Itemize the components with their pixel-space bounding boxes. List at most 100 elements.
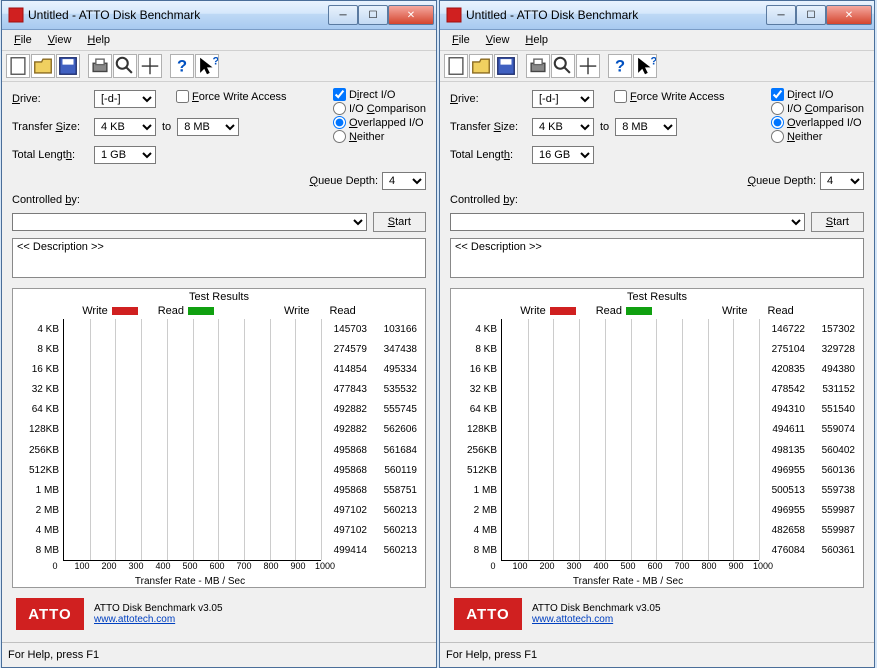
ylabel: 128KB [17,420,59,440]
tsize-to[interactable]: 8 MB [615,118,677,136]
description-box[interactable]: << Description >> [450,238,864,278]
tsize-from[interactable]: 4 KB [94,118,156,136]
value-row: 274579347438 [321,339,421,359]
minimize-button[interactable]: ─ [766,5,796,25]
tsize-from[interactable]: 4 KB [532,118,594,136]
controller-select[interactable] [450,213,805,231]
maximize-button[interactable]: ☐ [358,5,388,25]
titlebar: Untitled - ATTO Disk Benchmark─☐✕ [440,1,874,30]
tool-help[interactable]: ? [170,54,194,78]
drive-select[interactable]: [-d-] [532,90,594,108]
x-axis-label: Transfer Rate - MB / Sec [573,576,683,587]
svg-text:?: ? [213,56,219,68]
close-button[interactable]: ✕ [388,5,434,25]
menubar: FileViewHelp [440,30,874,51]
force-write-check[interactable]: Force Write Access [176,90,287,103]
gridline [656,319,657,560]
status-text: For Help, press F1 [446,649,537,661]
menu-help[interactable]: Help [517,32,556,48]
value-row: 492882555745 [321,400,421,420]
menu-file[interactable]: File [444,32,478,48]
col-write: Write [284,305,309,317]
queue-depth-select[interactable]: 4 [820,172,864,190]
value-row: 498135560402 [759,440,859,460]
value-row: 145703103166 [321,319,421,339]
tsize-to[interactable]: 8 MB [177,118,239,136]
io-neither-radio[interactable]: Neither [333,130,426,143]
tool-open[interactable] [31,54,55,78]
ylabel: 32 KB [17,380,59,400]
to-label: to [600,121,609,133]
maximize-button[interactable]: ☐ [796,5,826,25]
io-neither-radio[interactable]: Neither [771,130,864,143]
tool-cursor[interactable]: ? [633,54,657,78]
tool-zoom[interactable] [551,54,575,78]
tlen-select[interactable]: 16 GB [532,146,594,164]
app-window: Untitled - ATTO Disk Benchmark─☐✕FileVie… [439,0,875,668]
cross-icon [139,55,161,77]
controlled-by-label: Controlled by: [12,194,426,206]
direct-io-check[interactable]: Direct I/O [771,88,864,101]
zoom-icon [552,55,574,77]
tool-help[interactable]: ? [608,54,632,78]
url-link[interactable]: www.attotech.com [94,614,223,625]
value-row: 496955559987 [759,501,859,521]
url-link[interactable]: www.attotech.com [532,614,661,625]
drive-select[interactable]: [-d-] [94,90,156,108]
tlen-select[interactable]: 1 GB [94,146,156,164]
start-button[interactable]: Start [811,212,864,232]
save-icon [495,55,517,77]
queue-depth-select[interactable]: 4 [382,172,426,190]
tool-zoom[interactable] [113,54,137,78]
gridline [631,319,632,560]
ylabel: 8 KB [17,339,59,359]
results-panel: Test ResultsWriteReadWriteRead4 KB8 KB16… [12,288,426,588]
value-row: 499414560213 [321,541,421,561]
menu-view[interactable]: View [40,32,80,48]
tool-new[interactable] [444,54,468,78]
value-row: 482658559987 [759,521,859,541]
value-row: 476084560361 [759,541,859,561]
io-overlapped-radio[interactable]: Overlapped I/O [333,116,426,129]
tool-new[interactable] [6,54,30,78]
statusbar: For Help, press F1 [2,642,436,667]
tool-cross[interactable] [138,54,162,78]
settings: Drive:[-d-]Transfer Size:4 KBto8 MBTotal… [12,88,426,166]
footer: ATTOATTO Disk Benchmark v3.05www.attotec… [450,592,864,636]
tool-cross[interactable] [576,54,600,78]
cursor-icon: ? [196,55,218,77]
menu-view[interactable]: View [478,32,518,48]
tool-save[interactable] [494,54,518,78]
gridline [708,319,709,560]
close-button[interactable]: ✕ [826,5,872,25]
io-overlapped-radio[interactable]: Overlapped I/O [771,116,864,129]
tool-save[interactable] [56,54,80,78]
ylabel: 8 MB [17,541,59,561]
queue-depth-label: Queue Depth: [748,175,817,187]
tool-cursor[interactable]: ? [195,54,219,78]
start-button[interactable]: Start [373,212,426,232]
menu-file[interactable]: File [6,32,40,48]
gridline [553,319,554,560]
ylabel: 512KB [455,460,497,480]
tool-open[interactable] [469,54,493,78]
ylabel: 512KB [17,460,59,480]
force-write-check[interactable]: Force Write Access [614,90,725,103]
window-title: Untitled - ATTO Disk Benchmark [28,8,328,22]
menu-help[interactable]: Help [79,32,118,48]
io-comparison-radio[interactable]: I/O Comparison [333,102,426,115]
controller-select[interactable] [12,213,367,231]
description-box[interactable]: << Description >> [12,238,426,278]
status-text: For Help, press F1 [8,649,99,661]
gridline [682,319,683,560]
legend-write: Write [520,305,545,317]
io-comparison-radio[interactable]: I/O Comparison [771,102,864,115]
help-icon: ? [171,55,193,77]
tool-print[interactable] [526,54,550,78]
minimize-button[interactable]: ─ [328,5,358,25]
gridline [528,319,529,560]
value-row: 492882562606 [321,420,421,440]
direct-io-check[interactable]: Direct I/O [333,88,426,101]
tool-print[interactable] [88,54,112,78]
settings: Drive:[-d-]Transfer Size:4 KBto8 MBTotal… [450,88,864,166]
